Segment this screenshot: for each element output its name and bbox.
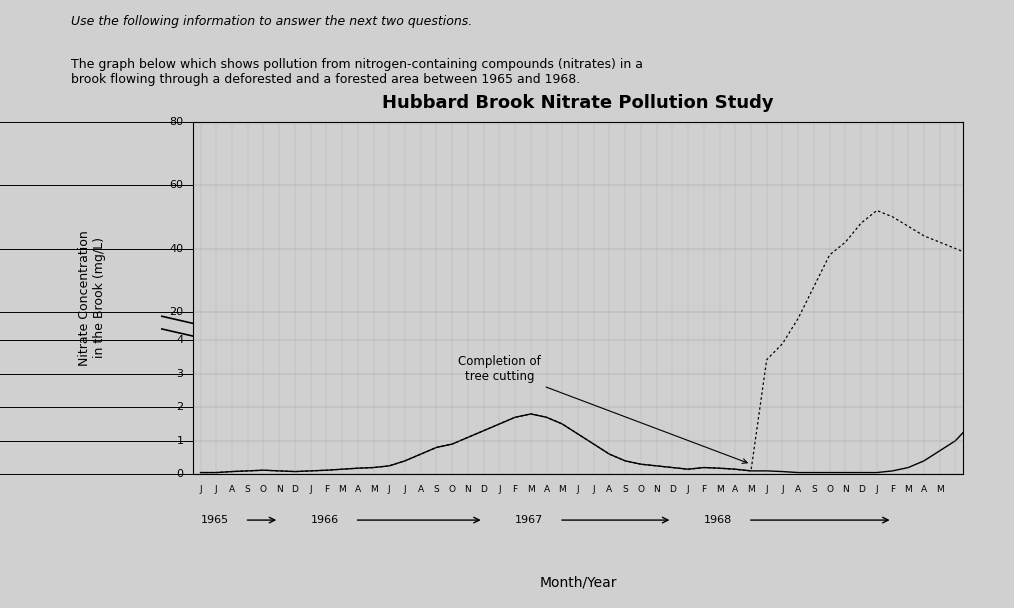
Text: S: S [811,485,816,494]
Text: D: D [481,485,487,494]
Text: M: M [936,485,944,494]
Text: J: J [781,485,784,494]
Text: 1968: 1968 [704,515,732,525]
Text: N: N [653,485,660,494]
Text: S: S [623,485,628,494]
Text: J: J [592,485,595,494]
Text: M: M [904,485,913,494]
Text: J: J [215,485,218,494]
Text: A: A [544,485,550,494]
Text: Month/Year: Month/Year [539,576,617,590]
Text: O: O [260,485,267,494]
Text: J: J [404,485,407,494]
Text: Nitrate Concentration
in the Brook (mg/L): Nitrate Concentration in the Brook (mg/L… [78,230,106,366]
Text: 20: 20 [169,307,184,317]
Text: 40: 40 [169,244,184,254]
Text: 1966: 1966 [310,515,339,525]
Text: O: O [448,485,455,494]
Text: J: J [766,485,768,494]
Title: Hubbard Brook Nitrate Pollution Study: Hubbard Brook Nitrate Pollution Study [382,94,774,112]
Text: M: M [527,485,534,494]
Text: M: M [339,485,346,494]
Text: A: A [606,485,612,494]
Text: A: A [355,485,361,494]
Text: J: J [686,485,690,494]
Text: D: D [669,485,675,494]
Text: 1967: 1967 [515,515,544,525]
Text: S: S [244,485,250,494]
Text: The graph below which shows pollution from nitrogen-containing compounds (nitrat: The graph below which shows pollution fr… [71,58,643,86]
Text: J: J [577,485,579,494]
Text: F: F [890,485,895,494]
Text: N: N [464,485,472,494]
Text: J: J [388,485,390,494]
Text: Completion of
tree cutting: Completion of tree cutting [458,356,747,463]
Text: 60: 60 [169,180,184,190]
Text: O: O [638,485,644,494]
Text: J: J [875,485,878,494]
Text: M: M [370,485,377,494]
Text: F: F [702,485,707,494]
Text: A: A [418,485,424,494]
Text: F: F [512,485,517,494]
Text: A: A [921,485,927,494]
Text: 2: 2 [176,402,184,412]
Text: O: O [826,485,834,494]
Text: S: S [434,485,439,494]
Text: A: A [229,485,235,494]
Text: 1: 1 [176,436,184,446]
Text: D: D [858,485,865,494]
Text: Use the following information to answer the next two questions.: Use the following information to answer … [71,15,473,28]
Text: 4: 4 [176,335,184,345]
Text: 80: 80 [169,117,184,126]
Text: J: J [309,485,312,494]
Text: M: M [747,485,754,494]
Text: 1965: 1965 [201,515,228,525]
Text: N: N [276,485,283,494]
Text: J: J [199,485,202,494]
Text: M: M [716,485,723,494]
Text: D: D [291,485,298,494]
Text: 0: 0 [176,469,184,479]
Text: N: N [842,485,849,494]
Text: A: A [732,485,738,494]
Text: J: J [498,485,501,494]
Text: M: M [559,485,566,494]
Text: F: F [323,485,329,494]
Text: 3: 3 [176,368,184,379]
Text: A: A [795,485,801,494]
